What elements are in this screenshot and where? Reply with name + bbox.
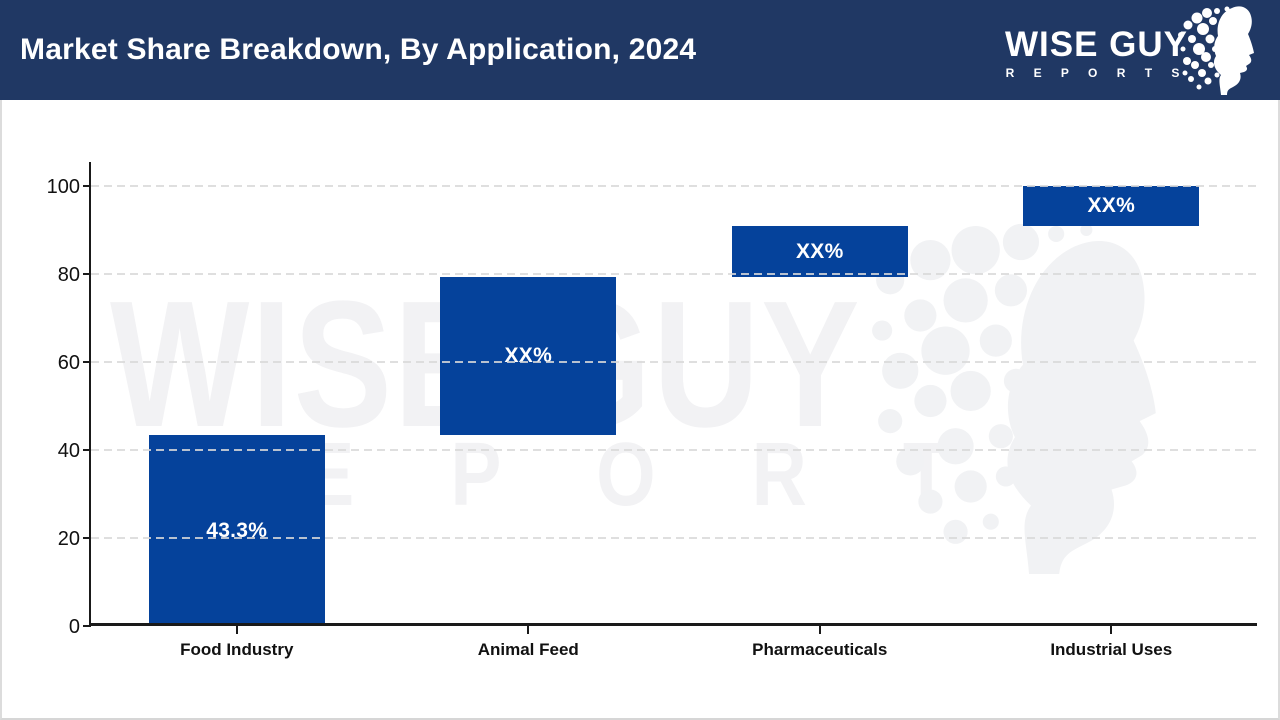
grid-line-20 [91,537,1257,539]
logo-line1: WISE GUY [1004,24,1188,64]
bar-value-label: XX% [504,344,553,368]
chart-title: Market Share Breakdown, By Application, … [20,33,697,66]
category-label-2: Pharmaceuticals [752,640,888,659]
category-label-0: Food Industry [180,640,294,659]
x-tick-3 [1110,626,1113,634]
category-label-3: Industrial Uses [1050,640,1173,659]
grid-line-40 [91,449,1257,451]
y-tick-60 [83,361,90,363]
bar-value-label: XX% [795,239,844,263]
y-tick-label-60: 60 [57,352,80,374]
y-tick-40 [83,449,90,451]
grid-line-60 [91,361,1257,363]
x-tick-2 [818,626,821,634]
grid-line-80 [91,273,1257,275]
y-tick-label-20: 20 [57,528,80,550]
bar-food-industry[interactable]: 43.3% [148,435,325,626]
chart-canvas: WISE GUY R E P O R T S 0 20 40 60 80 100 43.3%… [0,100,1280,720]
bar-value-label: XX% [1087,194,1136,218]
wise-guy-logo: WISE GUY R E P O R T S [1005,6,1266,96]
x-axis-spine [89,623,1257,626]
y-tick-label-100: 100 [46,176,80,198]
bar-value-label: 43.3% [206,518,268,542]
y-tick-20 [83,537,90,539]
logo-line2: R E P O R T S [1005,65,1188,80]
header-bar: Market Share Breakdown, By Application, … [0,0,1280,100]
y-tick-100 [83,185,90,187]
y-tick-80 [83,273,90,275]
y-tick-label-80: 80 [57,264,80,286]
y-tick-label-0: 0 [68,616,80,638]
y-tick-0 [83,625,90,627]
grid-line-100 [91,185,1257,187]
y-axis-spine [89,162,91,627]
x-tick-1 [527,626,530,634]
bar-industrial-uses[interactable]: XX% [1023,186,1200,227]
bar-pharmaceuticals[interactable]: XX% [731,226,908,278]
y-tick-label-40: 40 [57,440,80,462]
x-tick-0 [235,626,238,634]
bar-animal-feed[interactable]: XX% [440,277,617,436]
logo-wordmark: WISE GUY R E P O R T S [1005,27,1188,80]
category-label-1: Animal Feed [477,640,579,659]
logo-head-icon [1178,6,1254,96]
